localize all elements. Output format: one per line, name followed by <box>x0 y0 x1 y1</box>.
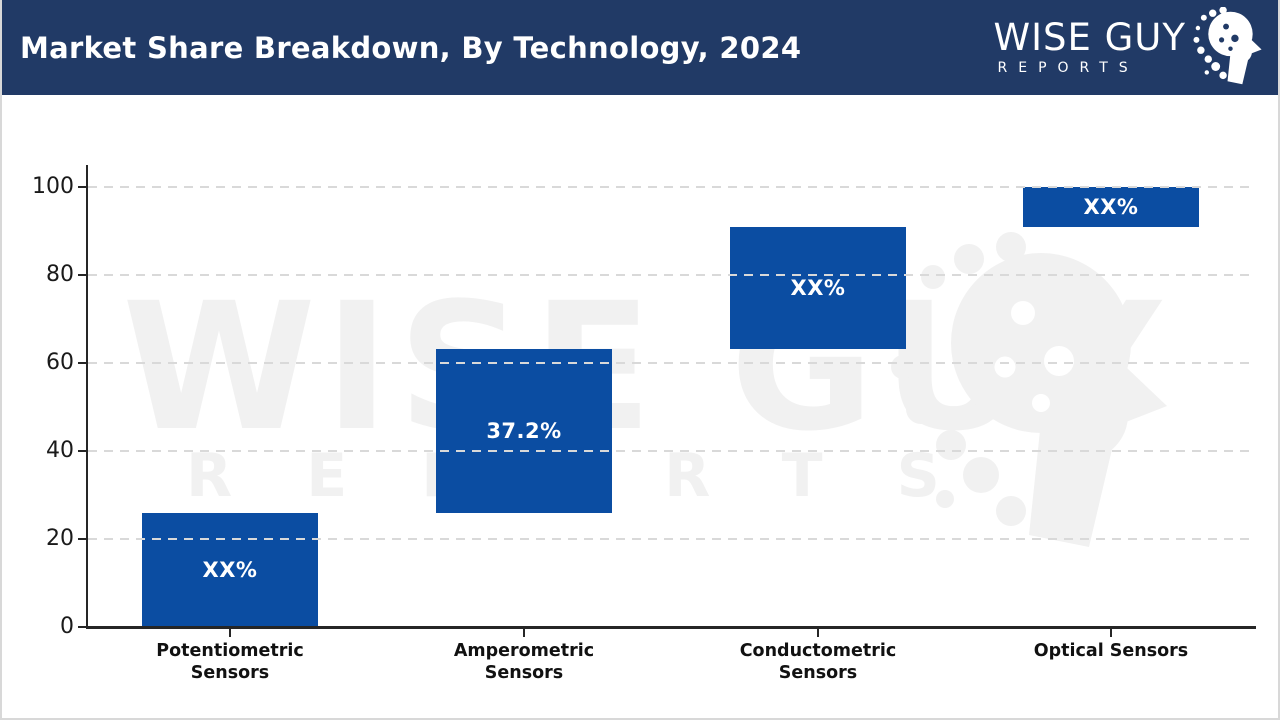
x-axis-tick <box>817 629 819 637</box>
x-axis-tick <box>1110 629 1112 637</box>
logo-wordmark: WISE GUY <box>993 16 1186 59</box>
dotted-head-logo-icon <box>1193 6 1262 84</box>
x-axis-tick <box>229 629 231 637</box>
chart-title: Market Share Breakdown, By Technology, 2… <box>20 30 802 65</box>
bar-value-label: XX% <box>790 275 846 300</box>
x-axis <box>86 626 1256 629</box>
y-tick-label: 60 <box>46 350 74 375</box>
bar-value-label: 37.2% <box>486 418 562 443</box>
wise-guy-reports-logo: WISE GUY REPORTS <box>994 6 1266 89</box>
x-axis-tick <box>523 629 525 637</box>
y-tick-label: 100 <box>32 174 74 199</box>
logo-subtitle: REPORTS <box>997 60 1139 76</box>
gridline <box>88 450 1256 452</box>
y-axis-tick <box>78 186 87 188</box>
watermark-dotted-head-icon <box>891 232 1167 547</box>
bar <box>1023 187 1199 227</box>
y-axis-tick <box>78 362 87 364</box>
x-category-label: Amperometric Sensors <box>453 641 595 683</box>
gridline <box>88 274 1256 276</box>
y-tick-label: 80 <box>46 262 74 287</box>
x-category-label: Conductometric Sensors <box>739 641 897 683</box>
y-tick-label: 0 <box>60 614 74 639</box>
x-category-label: Optical Sensors <box>1033 641 1189 661</box>
gridline <box>88 538 1256 540</box>
y-tick-label: 40 <box>46 438 74 463</box>
header-bar: Market Share Breakdown, By Technology, 2… <box>0 0 1280 95</box>
bar <box>436 348 612 513</box>
y-tick-label: 20 <box>46 526 74 551</box>
y-axis-tick <box>78 626 87 628</box>
gridline <box>88 186 1256 188</box>
y-axis-tick <box>78 274 87 276</box>
logo-text: WISE GUY REPORTS <box>994 19 1186 76</box>
y-axis-tick <box>78 450 87 452</box>
bar-value-label: XX% <box>1083 194 1139 219</box>
bar <box>142 512 318 627</box>
bar-value-label: XX% <box>202 557 258 582</box>
bar <box>730 226 906 349</box>
y-axis-tick <box>78 538 87 540</box>
x-category-label: Potentiometric Sensors <box>156 641 304 683</box>
gridline <box>88 362 1256 364</box>
y-axis <box>86 165 88 629</box>
